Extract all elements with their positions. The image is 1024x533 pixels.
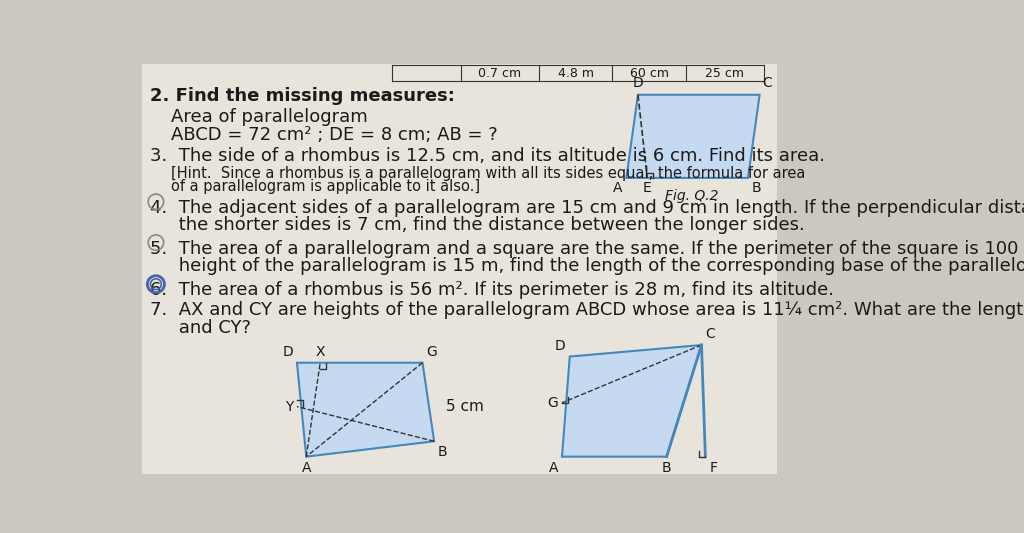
Text: E: E xyxy=(643,181,651,195)
Text: 3.  The side of a rhombus is 12.5 cm, and its altitude is 6 cm. Find its area.: 3. The side of a rhombus is 12.5 cm, and… xyxy=(150,147,824,165)
Text: Fig. Q.2: Fig. Q.2 xyxy=(666,189,719,203)
Text: 0.7 cm: 0.7 cm xyxy=(478,67,521,80)
Text: D: D xyxy=(283,345,293,359)
Text: B: B xyxy=(662,461,672,474)
Text: ABCD = 72 cm² ; DE = 8 cm; AB = ?: ABCD = 72 cm² ; DE = 8 cm; AB = ? xyxy=(171,126,498,143)
Text: X: X xyxy=(315,345,325,359)
Text: B: B xyxy=(752,181,762,195)
FancyBboxPatch shape xyxy=(142,64,777,474)
Text: G: G xyxy=(548,396,558,410)
Text: of a parallelogram is applicable to it also.]: of a parallelogram is applicable to it a… xyxy=(171,180,480,195)
Text: 4.8 m: 4.8 m xyxy=(557,67,594,80)
Text: Area of parallelogram: Area of parallelogram xyxy=(171,108,368,126)
Text: 6.  The area of a rhombus is 56 m². If its perimeter is 28 m, find its altitude.: 6. The area of a rhombus is 56 m². If it… xyxy=(150,281,834,299)
Text: A: A xyxy=(549,461,558,474)
Text: 2. Find the missing measures:: 2. Find the missing measures: xyxy=(150,87,455,105)
Text: the shorter sides is 7 cm, find the distance between the longer sides.: the shorter sides is 7 cm, find the dist… xyxy=(150,216,805,235)
Text: and CY?: and CY? xyxy=(150,319,251,337)
Text: D: D xyxy=(555,338,566,353)
Text: A: A xyxy=(613,181,623,195)
Text: D: D xyxy=(633,76,643,90)
Polygon shape xyxy=(562,345,701,457)
Text: A: A xyxy=(301,461,311,474)
Text: C: C xyxy=(706,327,715,341)
Text: B: B xyxy=(438,445,447,459)
Text: 7.  AX and CY are heights of the parallelogram ABCD whose area is 11¼ cm². What : 7. AX and CY are heights of the parallel… xyxy=(150,301,1024,319)
Text: 25 cm: 25 cm xyxy=(706,67,744,80)
Text: F: F xyxy=(710,461,717,474)
Text: height of the parallelogram is 15 m, find the length of the corresponding base o: height of the parallelogram is 15 m, fin… xyxy=(150,257,1024,275)
Polygon shape xyxy=(627,95,760,178)
Text: 60 cm: 60 cm xyxy=(630,67,669,80)
Polygon shape xyxy=(297,363,434,457)
Text: G: G xyxy=(426,345,437,359)
Text: 4.  The adjacent sides of a parallelogram are 15 cm and 9 cm in length. If the p: 4. The adjacent sides of a parallelogram… xyxy=(150,199,1024,217)
Text: 5 cm: 5 cm xyxy=(445,399,483,414)
Text: 5.  The area of a parallelogram and a square are the same. If the perimeter of t: 5. The area of a parallelogram and a squ… xyxy=(150,239,1024,257)
Text: [Hint.  Since a rhombus is a parallelogram with all its sides equal, the formula: [Hint. Since a rhombus is a parallelogra… xyxy=(171,166,805,181)
Text: C: C xyxy=(763,76,772,90)
Text: Y: Y xyxy=(285,400,293,414)
